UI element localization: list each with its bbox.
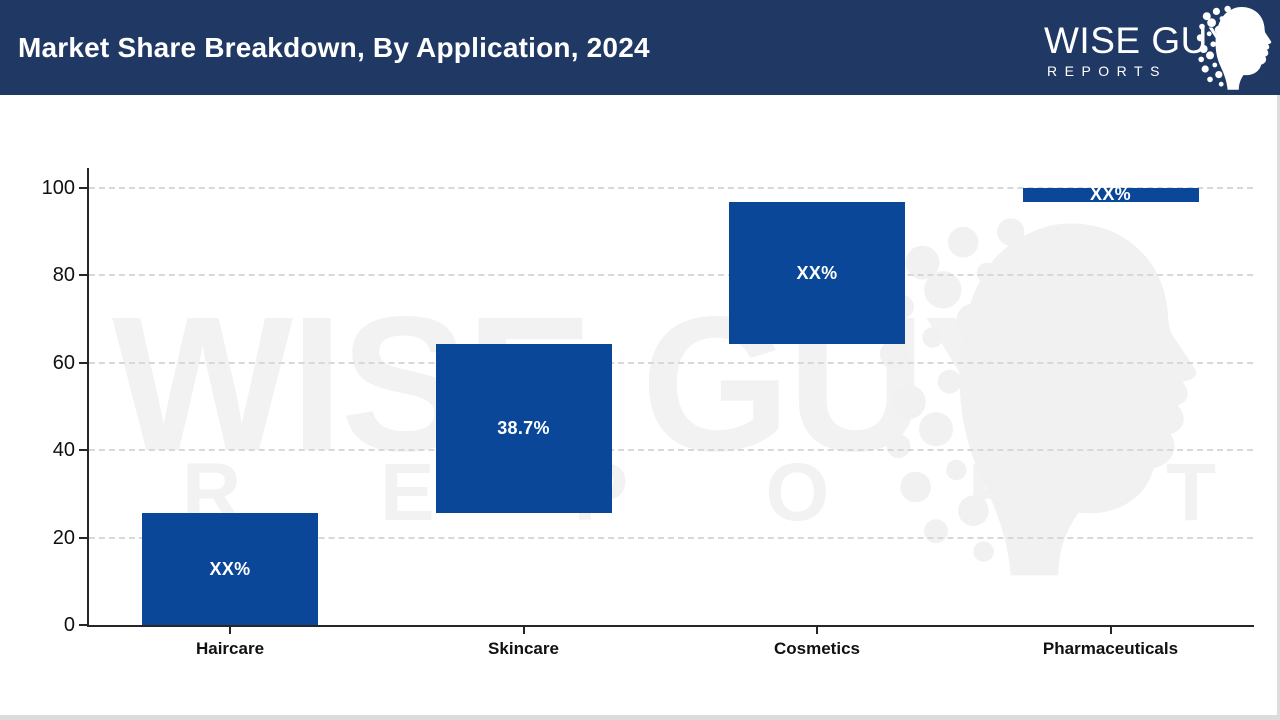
gridline-60	[89, 361, 1253, 364]
y-tick-label-0: 0	[63, 614, 75, 636]
page-title: Market Share Breakdown, By Application, …	[18, 31, 650, 63]
header-banner: Market Share Breakdown, By Application, …	[0, 0, 1280, 95]
bar-skincare: 38.7%	[435, 344, 612, 514]
page-right-border	[1277, 95, 1280, 720]
y-tick-mark-80	[79, 274, 87, 277]
bar-haircare: XX%	[142, 513, 318, 625]
gridline-20	[89, 536, 1253, 539]
bar-label-pharmaceuticals: XX%	[1090, 184, 1131, 205]
gridline-40	[89, 449, 1253, 452]
x-axis-label-pharmaceuticals: Pharmaceuticals	[1042, 639, 1179, 658]
y-tick-mark-100	[79, 186, 87, 189]
gridline-80	[89, 274, 1253, 277]
bar-pharmaceuticals: XX%	[1022, 184, 1199, 204]
brand-logo-reports: REPORTS	[1047, 63, 1167, 79]
y-tick-label-20: 20	[52, 526, 75, 549]
y-tick-label-100: 100	[41, 176, 75, 199]
y-tick-mark-40	[79, 449, 87, 452]
x-tick-mark-pharmaceuticals	[1109, 627, 1112, 634]
bar-cosmetics: XX%	[729, 202, 905, 345]
y-tick-label-80: 80	[52, 264, 75, 287]
x-tick-mark-haircare	[229, 627, 231, 634]
bar-label-skincare: 38.7%	[497, 418, 550, 439]
y-tick-mark-0	[79, 624, 87, 626]
bar-label-haircare: XX%	[209, 558, 251, 579]
y-axis-spine	[87, 168, 89, 627]
y-tick-mark-20	[79, 536, 87, 539]
x-axis-label-skincare: Skincare	[488, 639, 559, 658]
x-tick-mark-skincare	[522, 627, 525, 634]
x-axis-spine	[87, 625, 1254, 627]
x-tick-mark-cosmetics	[816, 627, 818, 634]
gridline-100	[89, 186, 1253, 189]
brand-logo: WISE GUY REPORTS	[1030, 0, 1280, 95]
y-tick-label-40: 40	[52, 439, 75, 462]
y-tick-label-60: 60	[52, 351, 75, 374]
page-bottom-border	[0, 715, 1280, 720]
bar-label-cosmetics: XX%	[796, 262, 838, 283]
brand-logo-face-icon	[1196, 5, 1272, 90]
x-axis-label-cosmetics: Cosmetics	[774, 639, 860, 658]
x-axis-label-haircare: Haircare	[195, 639, 265, 658]
y-tick-mark-60	[79, 361, 87, 364]
